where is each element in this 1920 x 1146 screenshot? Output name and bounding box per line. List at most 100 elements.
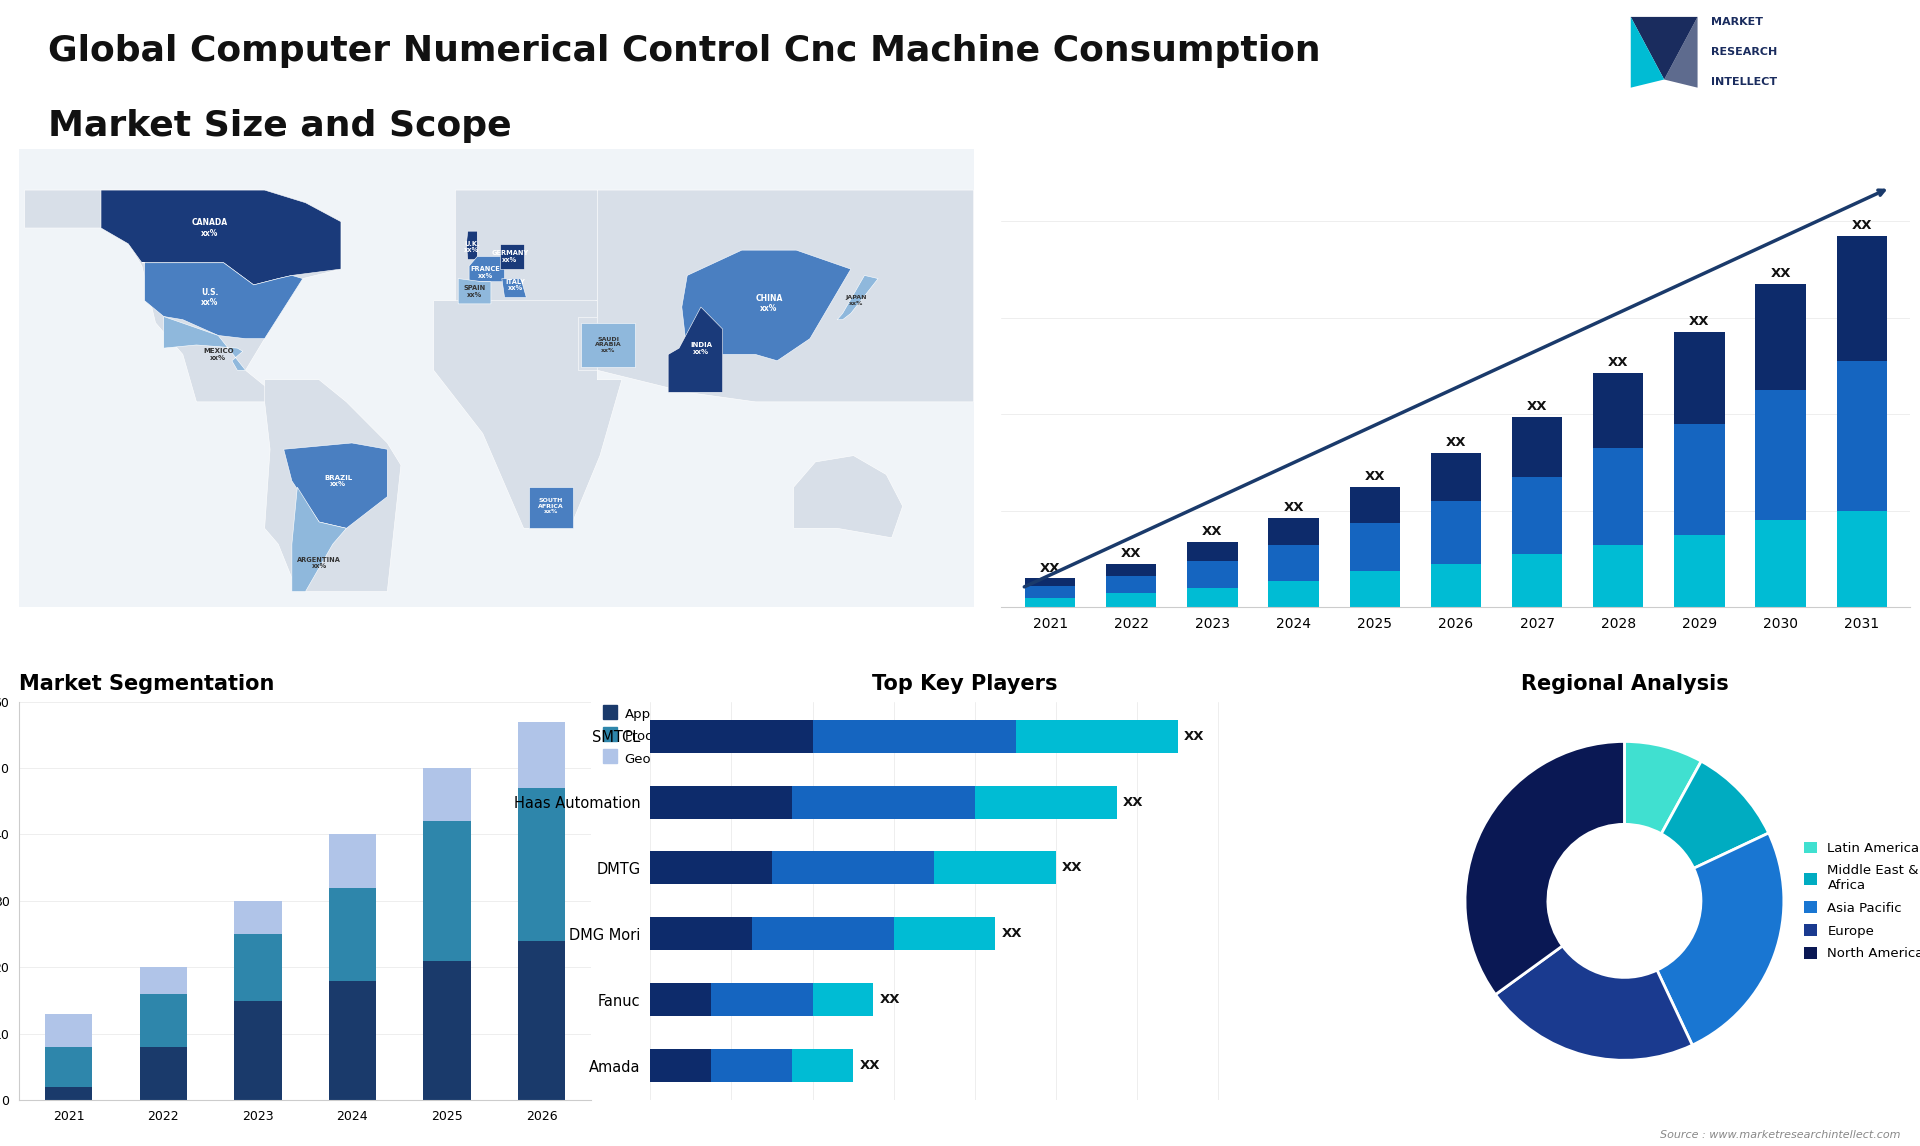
Text: XX: XX xyxy=(1121,547,1142,560)
Text: U.K.
xx%: U.K. xx% xyxy=(465,241,480,253)
Legend: Application, Product, Geography: Application, Product, Geography xyxy=(603,708,699,766)
Text: Global Computer Numerical Control Cnc Machine Consumption: Global Computer Numerical Control Cnc Ma… xyxy=(48,34,1321,69)
Bar xyxy=(518,788,564,941)
Text: Market Segmentation: Market Segmentation xyxy=(19,675,275,694)
Polygon shape xyxy=(142,262,303,338)
Bar xyxy=(234,1000,282,1100)
Bar xyxy=(651,851,772,885)
Text: INTELLECT: INTELLECT xyxy=(1711,77,1778,87)
Text: XX: XX xyxy=(1202,525,1223,539)
Bar xyxy=(651,917,753,950)
Polygon shape xyxy=(682,250,851,361)
Text: RESEARCH: RESEARCH xyxy=(1711,47,1778,57)
Bar xyxy=(328,834,376,888)
Text: XX: XX xyxy=(1185,730,1204,743)
Wedge shape xyxy=(1496,945,1692,1060)
Polygon shape xyxy=(434,300,622,528)
Title: Regional Analysis: Regional Analysis xyxy=(1521,675,1728,694)
Bar xyxy=(651,786,793,818)
Bar xyxy=(793,1049,852,1082)
Bar xyxy=(234,901,282,934)
Bar xyxy=(46,1086,92,1100)
Polygon shape xyxy=(102,190,342,285)
Bar xyxy=(772,851,935,885)
Polygon shape xyxy=(501,244,524,269)
Bar xyxy=(1025,579,1075,586)
Text: XX: XX xyxy=(1690,315,1709,329)
Text: INDIA
xx%: INDIA xx% xyxy=(689,342,712,354)
Bar xyxy=(1025,598,1075,607)
Text: Market Size and Scope: Market Size and Scope xyxy=(48,109,511,143)
Bar xyxy=(1674,424,1724,535)
Legend: Latin America, Middle East &
Africa, Asia Pacific, Europe, North America: Latin America, Middle East & Africa, Asi… xyxy=(1799,837,1920,965)
Bar xyxy=(1016,720,1177,753)
Text: XX: XX xyxy=(860,1059,879,1072)
Bar xyxy=(1350,523,1400,571)
Text: U.S.
xx%: U.S. xx% xyxy=(202,288,219,307)
Bar xyxy=(753,917,895,950)
Text: ARGENTINA
xx%: ARGENTINA xx% xyxy=(298,557,342,570)
Bar xyxy=(46,1014,92,1047)
Text: XX: XX xyxy=(1062,862,1083,874)
Bar xyxy=(1269,518,1319,544)
Wedge shape xyxy=(1465,741,1624,995)
Text: SPAIN
xx%: SPAIN xx% xyxy=(463,285,486,298)
Bar xyxy=(1430,564,1480,607)
Text: Source : www.marketresearchintellect.com: Source : www.marketresearchintellect.com xyxy=(1661,1130,1901,1140)
Bar xyxy=(651,983,710,1017)
Bar xyxy=(1187,588,1238,607)
Polygon shape xyxy=(284,444,388,528)
Text: XX: XX xyxy=(1770,267,1791,281)
Bar xyxy=(1187,562,1238,588)
Polygon shape xyxy=(459,278,492,304)
Bar xyxy=(1755,520,1805,607)
Text: CHINA
xx%: CHINA xx% xyxy=(755,295,783,313)
Text: MARKET: MARKET xyxy=(1711,17,1763,26)
Bar xyxy=(422,960,470,1100)
Bar xyxy=(328,888,376,981)
Polygon shape xyxy=(530,487,572,528)
Text: JAPAN
xx%: JAPAN xx% xyxy=(845,296,868,306)
Bar xyxy=(710,1049,793,1082)
Polygon shape xyxy=(793,456,902,537)
Text: SOUTH
AFRICA
xx%: SOUTH AFRICA xx% xyxy=(538,499,564,515)
Polygon shape xyxy=(468,257,505,282)
Wedge shape xyxy=(1661,761,1768,869)
Wedge shape xyxy=(1657,833,1784,1045)
Bar xyxy=(710,983,812,1017)
Polygon shape xyxy=(1630,17,1665,87)
Text: XX: XX xyxy=(1851,219,1872,231)
Title: Top Key Players: Top Key Players xyxy=(872,675,1058,694)
Bar xyxy=(1511,417,1563,477)
Text: CANADA
xx%: CANADA xx% xyxy=(192,219,228,237)
Bar xyxy=(975,786,1117,818)
Bar xyxy=(234,934,282,1000)
Bar xyxy=(1106,576,1156,592)
Bar xyxy=(518,722,564,788)
Bar xyxy=(1025,586,1075,598)
Bar xyxy=(651,1049,710,1082)
Bar xyxy=(1594,544,1644,607)
Polygon shape xyxy=(163,316,246,370)
Text: BRAZIL
xx%: BRAZIL xx% xyxy=(324,474,351,487)
Bar xyxy=(1674,332,1724,424)
Polygon shape xyxy=(25,190,342,402)
Wedge shape xyxy=(1624,741,1701,834)
Polygon shape xyxy=(668,307,722,392)
Polygon shape xyxy=(582,323,636,367)
Bar xyxy=(422,822,470,960)
Bar xyxy=(651,720,812,753)
Bar xyxy=(1430,453,1480,501)
Polygon shape xyxy=(597,190,973,402)
Text: XX: XX xyxy=(1446,437,1467,449)
Text: MEXICO
xx%: MEXICO xx% xyxy=(204,348,234,361)
Bar xyxy=(1187,542,1238,562)
Polygon shape xyxy=(837,275,877,320)
Text: XX: XX xyxy=(879,994,900,1006)
Bar xyxy=(1269,544,1319,581)
Text: XX: XX xyxy=(1609,356,1628,369)
Bar xyxy=(422,768,470,822)
Bar xyxy=(328,981,376,1100)
Text: FRANCE
xx%: FRANCE xx% xyxy=(470,266,501,278)
Bar xyxy=(1594,374,1644,448)
